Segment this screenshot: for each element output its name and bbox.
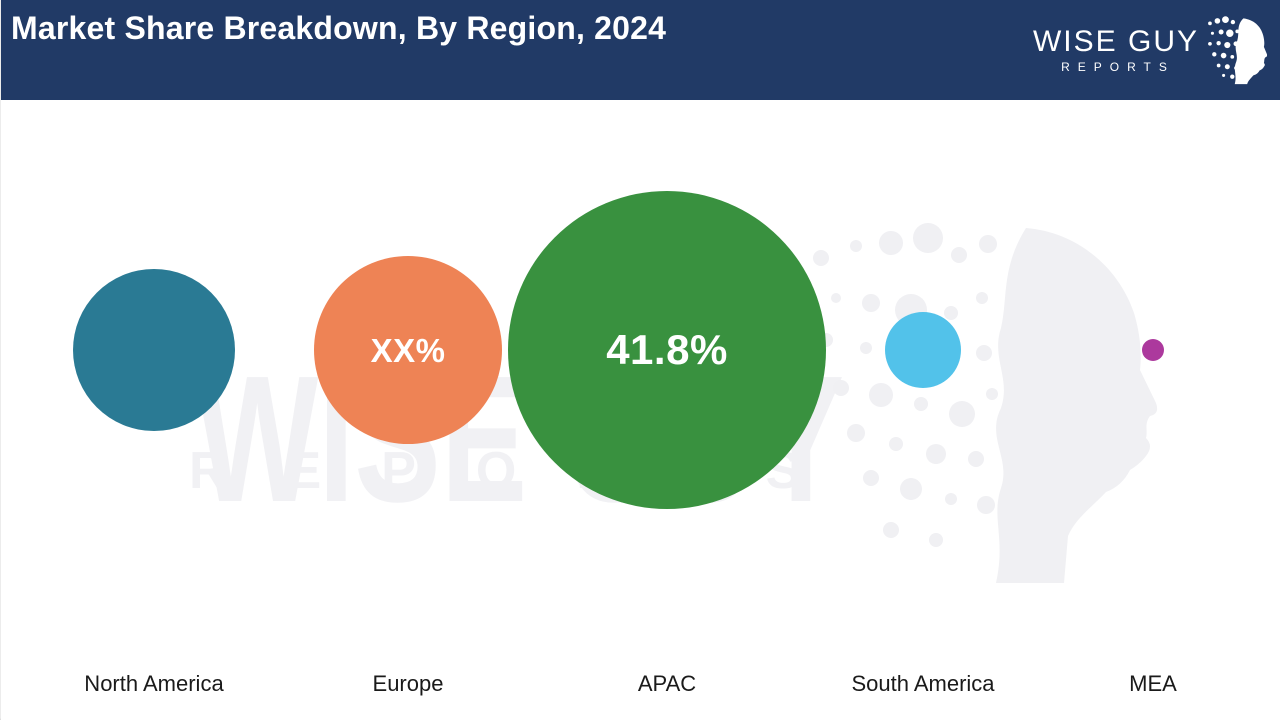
bubble-value-label: 41.8% — [606, 326, 728, 373]
category-label-mea: MEA — [1129, 671, 1177, 696]
category-label-south-america: South America — [851, 671, 995, 696]
bubble-south-america — [885, 312, 961, 388]
bubble-north-america — [73, 269, 235, 431]
logo-subtext: REPORTS — [1061, 60, 1175, 75]
logo-head-icon — [1208, 16, 1267, 85]
bubble-value-label: XX% — [370, 331, 446, 369]
header: Market Share Breakdown, By Region, 2024 … — [1, 0, 1280, 100]
watermark-head-silhouette — [813, 223, 1158, 583]
category-label-north-america: North America — [84, 671, 224, 696]
logo-wordmark: WISE GUY — [1032, 24, 1199, 58]
bubble-mea — [1142, 339, 1164, 361]
brand-logo-text: WISE GUY REPORTS — [1033, 26, 1199, 75]
bubble-chart: WISE GUY REPORTS XX% 41.8% North America E… — [1, 100, 1280, 720]
page-title: Market Share Breakdown, By Region, 2024 — [11, 10, 667, 46]
bubble-apac: 41.8% — [508, 191, 826, 509]
brand-logo: WISE GUY REPORTS — [1033, 0, 1280, 88]
bubble-europe: XX% — [314, 256, 502, 444]
category-label-europe: Europe — [372, 671, 444, 696]
category-label-apac: APAC — [637, 671, 697, 696]
